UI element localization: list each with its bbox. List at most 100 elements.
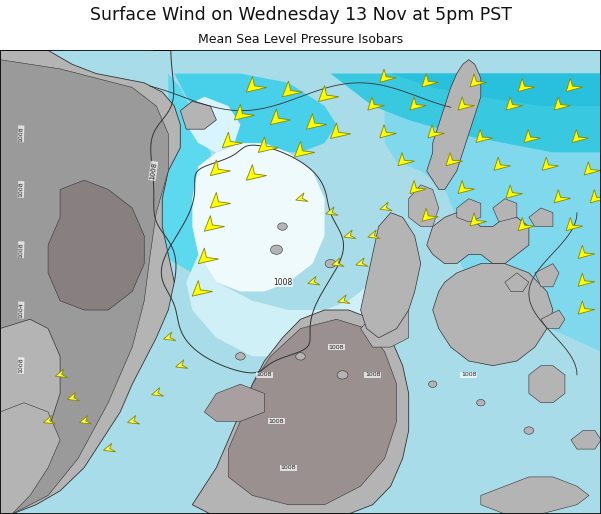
Text: 1008: 1008: [149, 161, 157, 180]
Text: 1008: 1008: [273, 278, 292, 287]
Polygon shape: [103, 443, 116, 452]
Polygon shape: [0, 60, 168, 514]
Polygon shape: [542, 157, 559, 171]
Polygon shape: [410, 97, 427, 110]
Polygon shape: [554, 97, 571, 110]
Polygon shape: [210, 160, 231, 176]
Polygon shape: [529, 365, 565, 403]
Polygon shape: [258, 137, 279, 153]
Polygon shape: [0, 403, 60, 514]
Polygon shape: [270, 109, 291, 124]
Polygon shape: [572, 130, 589, 142]
Polygon shape: [578, 245, 595, 259]
Polygon shape: [566, 217, 583, 231]
Polygon shape: [55, 369, 68, 378]
Polygon shape: [433, 264, 553, 365]
Polygon shape: [192, 143, 325, 291]
Polygon shape: [410, 180, 427, 194]
Polygon shape: [554, 190, 571, 203]
Polygon shape: [578, 273, 595, 286]
Polygon shape: [0, 50, 601, 514]
Polygon shape: [228, 319, 397, 505]
Text: 1008: 1008: [18, 242, 24, 258]
Polygon shape: [368, 97, 385, 110]
Text: 1008: 1008: [281, 465, 296, 470]
Polygon shape: [246, 77, 267, 92]
Polygon shape: [331, 123, 351, 139]
Circle shape: [236, 353, 245, 360]
Polygon shape: [380, 125, 397, 138]
Polygon shape: [506, 185, 523, 198]
Polygon shape: [584, 162, 601, 175]
Polygon shape: [457, 199, 481, 222]
Polygon shape: [535, 264, 559, 287]
Polygon shape: [198, 248, 219, 264]
Circle shape: [296, 353, 305, 360]
Circle shape: [524, 427, 534, 434]
Polygon shape: [368, 230, 380, 238]
Polygon shape: [361, 301, 409, 347]
Polygon shape: [541, 310, 565, 328]
Polygon shape: [0, 319, 60, 514]
Polygon shape: [380, 202, 392, 211]
Polygon shape: [427, 60, 481, 190]
Polygon shape: [422, 208, 439, 222]
Text: 1008: 1008: [461, 373, 477, 377]
Polygon shape: [458, 180, 475, 194]
Text: 1008: 1008: [18, 181, 24, 197]
Polygon shape: [344, 230, 356, 238]
Polygon shape: [481, 477, 589, 514]
Circle shape: [325, 260, 336, 268]
Polygon shape: [518, 217, 535, 231]
Polygon shape: [192, 281, 213, 296]
Polygon shape: [518, 78, 535, 91]
Polygon shape: [493, 199, 517, 222]
Text: Mean Sea Level Pressure Isobars: Mean Sea Level Pressure Isobars: [198, 33, 403, 46]
Polygon shape: [590, 190, 601, 203]
Polygon shape: [186, 254, 379, 356]
Polygon shape: [391, 74, 601, 106]
Polygon shape: [529, 208, 553, 227]
Polygon shape: [385, 74, 601, 352]
Circle shape: [477, 399, 485, 406]
Polygon shape: [361, 213, 421, 338]
Polygon shape: [446, 153, 463, 166]
Text: 1008: 1008: [18, 126, 24, 142]
Polygon shape: [308, 277, 320, 285]
Text: 1008: 1008: [269, 419, 284, 424]
Polygon shape: [338, 295, 350, 303]
Text: Surface Wind on Wednesday 13 Nov at 5pm PST: Surface Wind on Wednesday 13 Nov at 5pm …: [90, 6, 511, 24]
Text: 1008: 1008: [18, 358, 24, 374]
Polygon shape: [332, 258, 344, 266]
Circle shape: [337, 371, 348, 379]
Polygon shape: [398, 153, 415, 166]
Polygon shape: [476, 130, 493, 142]
Polygon shape: [326, 207, 338, 215]
Polygon shape: [204, 215, 225, 231]
Polygon shape: [163, 332, 176, 341]
Polygon shape: [566, 78, 583, 91]
Polygon shape: [192, 310, 409, 514]
Circle shape: [429, 381, 437, 388]
Polygon shape: [524, 130, 541, 142]
Polygon shape: [48, 180, 144, 310]
Polygon shape: [427, 213, 529, 264]
Polygon shape: [470, 74, 487, 87]
Text: 1004: 1004: [18, 302, 24, 318]
Polygon shape: [204, 384, 264, 421]
Polygon shape: [356, 258, 368, 266]
Polygon shape: [458, 97, 475, 110]
Polygon shape: [571, 431, 601, 449]
Polygon shape: [180, 101, 216, 129]
Polygon shape: [186, 97, 240, 152]
Polygon shape: [294, 141, 315, 157]
Polygon shape: [319, 86, 339, 101]
Polygon shape: [505, 273, 529, 291]
Polygon shape: [246, 164, 267, 180]
Polygon shape: [174, 74, 337, 152]
Polygon shape: [331, 74, 601, 152]
Polygon shape: [307, 114, 327, 130]
Polygon shape: [296, 193, 308, 201]
Polygon shape: [506, 97, 523, 110]
Polygon shape: [494, 157, 511, 171]
